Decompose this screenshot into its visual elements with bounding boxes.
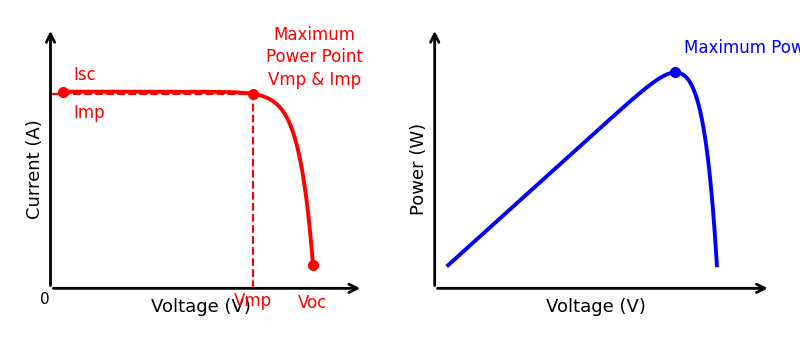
Text: Imp: Imp xyxy=(73,103,105,121)
Text: Voc: Voc xyxy=(298,294,328,312)
Text: Power (W): Power (W) xyxy=(410,123,427,215)
Text: Maximum Power Point: Maximum Power Point xyxy=(683,39,800,57)
Text: Vmp: Vmp xyxy=(234,292,272,310)
Text: Voltage (V): Voltage (V) xyxy=(546,298,646,316)
Text: Isc: Isc xyxy=(73,66,96,84)
Text: Maximum
Power Point
Vmp & Imp: Maximum Power Point Vmp & Imp xyxy=(266,26,363,89)
Text: Current (A): Current (A) xyxy=(26,119,45,219)
Text: Voltage (V): Voltage (V) xyxy=(150,298,250,316)
Text: 0: 0 xyxy=(40,292,50,307)
